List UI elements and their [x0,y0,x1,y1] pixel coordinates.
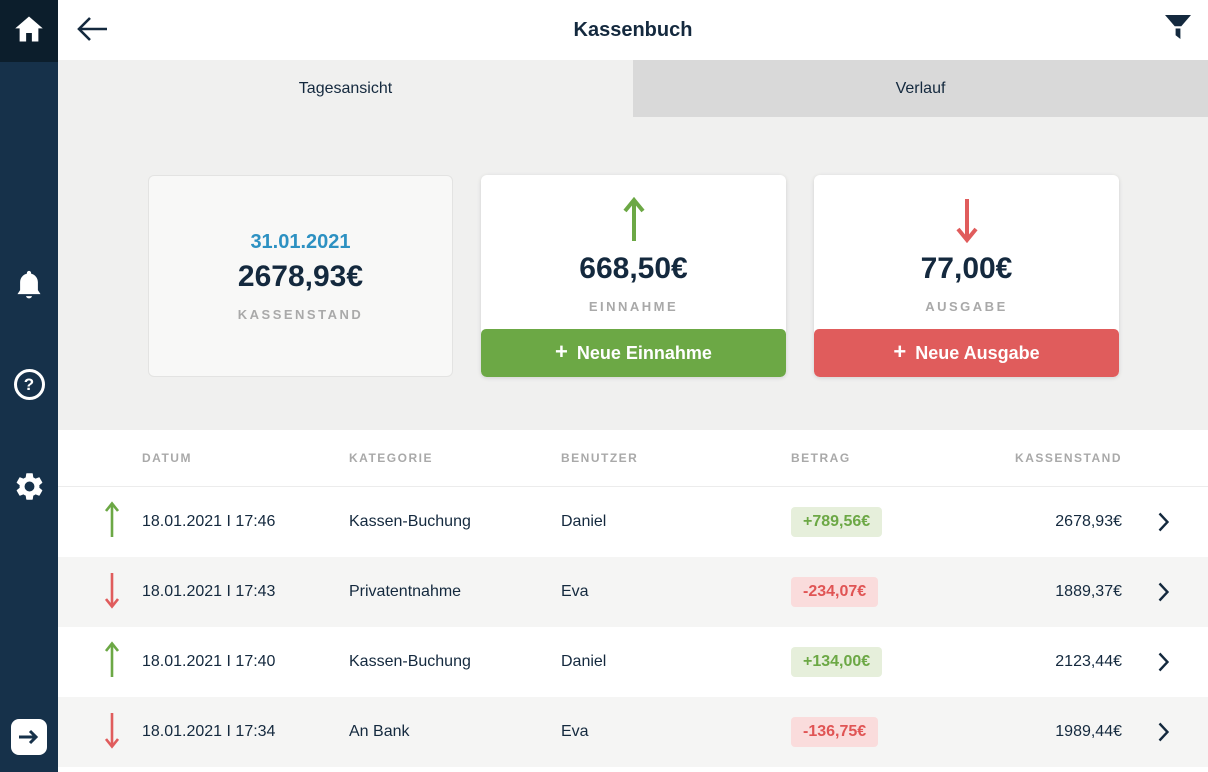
row-kategorie: An Bank [349,723,410,740]
row-kassenstand: 1889,37€ [1055,583,1122,600]
amount-badge: +134,00€ [791,647,883,677]
new-income-button[interactable]: + Neue Einnahme [481,329,786,377]
income-label: EINNAHME [588,299,679,314]
tab-verlauf[interactable]: Verlauf [633,60,1208,117]
row-datum: 18.01.2021 I 17:46 [142,513,276,530]
transactions-table: DATUM KATEGORIE BENUTZER BETRAG KASSENST… [58,430,1208,772]
row-chevron[interactable] [1142,512,1184,532]
summary-section: 31.01.2021 2678,93€ KASSENSTAND 668,50€ … [58,117,1208,430]
home-icon [14,15,44,48]
income-card-top: 668,50€ EINNAHME [481,175,786,329]
home-button[interactable] [0,0,58,62]
gear-icon [13,470,46,508]
balance-amount: 2678,93€ [237,259,364,293]
row-benutzer: Eva [561,583,589,600]
expense-card-top: 77,00€ AUSGABE [814,175,1119,329]
plus-icon: + [893,339,907,364]
column-header-datum: DATUM [142,451,192,465]
row-chevron[interactable] [1142,652,1184,672]
sidebar: ? [0,0,58,772]
row-direction [82,711,142,754]
back-arrow-icon [77,17,107,41]
tab-tagesansicht-label: Tagesansicht [298,79,393,97]
income-amount: 668,50€ [579,252,688,285]
plus-icon: + [555,339,568,364]
column-header-benutzer: BENUTZER [561,451,639,465]
arrow-down-icon [955,197,978,248]
balance-card: 31.01.2021 2678,93€ KASSENSTAND [148,175,453,377]
expense-card: 77,00€ AUSGABE + Neue Ausgabe [814,175,1119,377]
notifications-button[interactable] [0,268,58,307]
row-benutzer: Daniel [561,513,607,530]
amount-badge: -136,75€ [791,717,879,747]
filter-button[interactable] [1164,13,1192,48]
arrow-up-icon [104,500,120,544]
chevron-right-icon [1158,582,1169,602]
logout-icon [11,719,47,755]
expense-amount: 77,00€ [920,252,1013,285]
page-title: Kassenbuch [573,18,693,41]
help-button[interactable]: ? [0,369,58,400]
logout-button[interactable] [0,719,58,755]
arrow-down-icon [104,571,120,614]
amount-badge: -234,07€ [791,577,879,607]
back-button[interactable] [75,14,109,49]
header-bar: Kassenbuch [58,0,1208,60]
tab-bar: Tagesansicht Verlauf [58,60,1208,117]
tab-tagesansicht[interactable]: Tagesansicht [58,60,633,117]
column-header-kategorie: KATEGORIE [349,451,433,465]
tab-verlauf-label: Verlauf [895,79,946,97]
arrow-down-icon [104,711,120,754]
income-card: 668,50€ EINNAHME + Neue Einnahme [481,175,786,377]
balance-date: 31.01.2021 [250,230,351,253]
table-row[interactable]: 18.01.2021 I 17:43 Privatentnahme Eva -2… [58,557,1208,627]
new-expense-button-label: Neue Ausgabe [915,342,1040,363]
arrow-up-icon [622,196,645,248]
table-row[interactable]: 18.01.2021 I 17:40 Kassen-Buchung Daniel… [58,627,1208,697]
row-kategorie: Privatentnahme [349,583,462,600]
chevron-right-icon [1158,512,1169,532]
chevron-right-icon [1158,722,1169,742]
row-kassenstand: 2678,93€ [1055,513,1122,530]
new-income-button-label: Neue Einnahme [576,342,712,363]
row-kategorie: Kassen-Buchung [349,653,471,670]
question-icon: ? [13,369,45,400]
amount-badge: +789,56€ [791,507,883,537]
row-kassenstand: 1989,44€ [1055,723,1122,740]
balance-label: KASSENSTAND [237,306,364,322]
row-kassenstand: 2123,44€ [1055,653,1122,670]
row-datum: 18.01.2021 I 17:40 [142,653,276,670]
row-datum: 18.01.2021 I 17:43 [142,583,276,600]
row-datum: 18.01.2021 I 17:34 [142,723,276,740]
column-header-kassenstand: KASSENSTAND [1015,451,1122,465]
row-chevron[interactable] [1142,582,1184,602]
row-direction [82,640,142,684]
new-expense-button[interactable]: + Neue Ausgabe [814,329,1119,377]
table-row[interactable]: 18.01.2021 I 17:34 An Bank Eva -136,75€ … [58,697,1208,767]
row-chevron[interactable] [1142,722,1184,742]
filter-funnel-icon [1165,15,1191,39]
table-header-row: DATUM KATEGORIE BENUTZER BETRAG KASSENST… [58,430,1208,487]
row-kategorie: Kassen-Buchung [349,513,471,530]
chevron-right-icon [1158,652,1169,672]
bell-icon [13,268,45,307]
row-direction [82,571,142,614]
table-row[interactable]: 18.01.2021 I 17:46 Kassen-Buchung Daniel… [58,487,1208,557]
arrow-up-icon [104,640,120,684]
column-header-betrag: BETRAG [791,451,851,465]
settings-button[interactable] [0,470,58,508]
row-benutzer: Daniel [561,653,607,670]
row-benutzer: Eva [561,723,589,740]
expense-label: AUSGABE [925,299,1008,314]
main-area: Kassenbuch Tagesansicht Verlauf 31.01.20… [58,0,1208,772]
row-direction [82,500,142,544]
